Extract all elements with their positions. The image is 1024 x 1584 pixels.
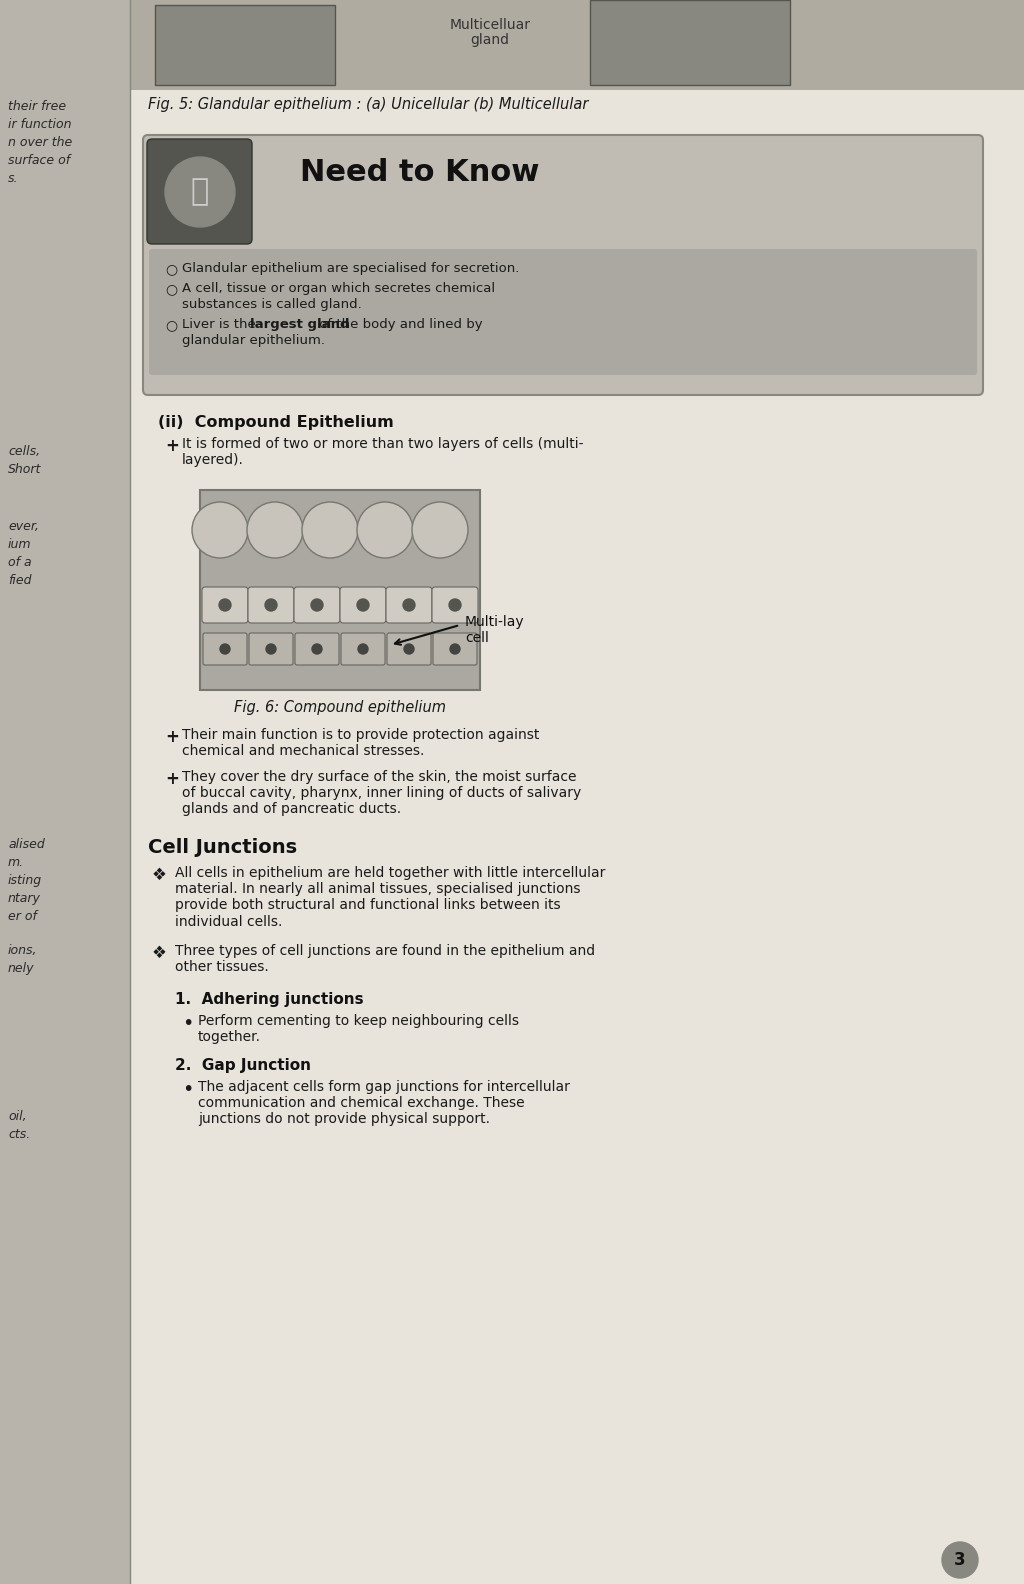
FancyBboxPatch shape: [386, 588, 432, 623]
Text: ntary: ntary: [8, 892, 41, 904]
Text: ever,: ever,: [8, 520, 39, 532]
Text: 3: 3: [954, 1551, 966, 1570]
FancyBboxPatch shape: [341, 634, 385, 665]
FancyBboxPatch shape: [130, 0, 1024, 1584]
Text: The adjacent cells form gap junctions for intercellular
communication and chemic: The adjacent cells form gap junctions fo…: [198, 1080, 570, 1126]
Text: ❖: ❖: [152, 866, 167, 884]
Text: Fig. 6: Compound epithelium: Fig. 6: Compound epithelium: [234, 700, 446, 714]
Text: (ii)  Compound Epithelium: (ii) Compound Epithelium: [158, 415, 394, 429]
Text: isting: isting: [8, 874, 42, 887]
Circle shape: [219, 599, 231, 611]
FancyBboxPatch shape: [203, 634, 247, 665]
Text: Multi-lay
cell: Multi-lay cell: [465, 615, 524, 645]
Text: Their main function is to provide protection against
chemical and mechanical str: Their main function is to provide protec…: [182, 729, 540, 759]
Text: n over the: n over the: [8, 136, 73, 149]
Text: Fig. 5: Glandular epithelium : (a) Unicellular (b) Multicellular: Fig. 5: Glandular epithelium : (a) Unice…: [148, 97, 589, 112]
Text: fied: fied: [8, 573, 32, 588]
Text: +: +: [165, 437, 179, 455]
Text: surface of: surface of: [8, 154, 70, 166]
Circle shape: [450, 645, 460, 654]
Circle shape: [165, 157, 234, 227]
Text: glandular epithelium.: glandular epithelium.: [182, 334, 325, 347]
Text: er of: er of: [8, 909, 37, 923]
FancyBboxPatch shape: [130, 0, 1024, 90]
Text: their free: their free: [8, 100, 67, 112]
Text: alised: alised: [8, 838, 45, 851]
FancyBboxPatch shape: [0, 0, 130, 1584]
Text: ir function: ir function: [8, 117, 72, 131]
Circle shape: [449, 599, 461, 611]
Circle shape: [266, 645, 276, 654]
FancyBboxPatch shape: [295, 634, 339, 665]
Text: All cells in epithelium are held together with little intercellular
material. In: All cells in epithelium are held togethe…: [175, 866, 605, 928]
FancyBboxPatch shape: [202, 588, 248, 623]
Text: Perform cementing to keep neighbouring cells
together.: Perform cementing to keep neighbouring c…: [198, 1014, 519, 1044]
FancyBboxPatch shape: [200, 489, 480, 691]
Circle shape: [357, 599, 369, 611]
Circle shape: [412, 502, 468, 558]
Text: +: +: [165, 729, 179, 746]
Text: Multicelluar: Multicelluar: [450, 17, 530, 32]
Text: They cover the dry surface of the skin, the moist surface
of buccal cavity, phar: They cover the dry surface of the skin, …: [182, 770, 582, 816]
Text: 🧠: 🧠: [190, 177, 209, 206]
FancyBboxPatch shape: [248, 588, 294, 623]
Text: of a: of a: [8, 556, 32, 569]
Text: 1.  Adhering junctions: 1. Adhering junctions: [175, 992, 364, 1007]
Circle shape: [220, 645, 230, 654]
FancyBboxPatch shape: [249, 634, 293, 665]
Text: +: +: [165, 770, 179, 787]
Circle shape: [358, 645, 368, 654]
Text: ○: ○: [165, 282, 177, 296]
Text: substances is called gland.: substances is called gland.: [182, 298, 361, 310]
FancyBboxPatch shape: [590, 0, 790, 86]
Text: gland: gland: [470, 33, 510, 48]
FancyBboxPatch shape: [433, 634, 477, 665]
Text: It is formed of two or more than two layers of cells (multi-
layered).: It is formed of two or more than two lay…: [182, 437, 584, 467]
Circle shape: [357, 502, 413, 558]
Text: ○: ○: [165, 318, 177, 333]
Text: ium: ium: [8, 539, 32, 551]
Text: ❖: ❖: [152, 944, 167, 961]
Circle shape: [265, 599, 278, 611]
Text: s.: s.: [8, 173, 18, 185]
Circle shape: [311, 599, 323, 611]
Text: of the body and lined by: of the body and lined by: [314, 318, 482, 331]
Text: cells,: cells,: [8, 445, 40, 458]
FancyBboxPatch shape: [340, 588, 386, 623]
Text: •: •: [182, 1014, 194, 1033]
Text: largest gland: largest gland: [250, 318, 349, 331]
FancyBboxPatch shape: [155, 5, 335, 86]
Text: Glandular epithelium are specialised for secretion.: Glandular epithelium are specialised for…: [182, 261, 519, 276]
Text: •: •: [182, 1080, 194, 1099]
Text: Short: Short: [8, 463, 41, 477]
Text: Three types of cell junctions are found in the epithelium and
other tissues.: Three types of cell junctions are found …: [175, 944, 595, 974]
Text: 2.  Gap Junction: 2. Gap Junction: [175, 1058, 311, 1072]
Text: cts.: cts.: [8, 1128, 31, 1140]
Circle shape: [247, 502, 303, 558]
Circle shape: [312, 645, 322, 654]
FancyBboxPatch shape: [432, 588, 478, 623]
Text: nely: nely: [8, 961, 35, 976]
Text: oil,: oil,: [8, 1110, 27, 1123]
FancyBboxPatch shape: [150, 249, 977, 375]
Text: Need to Know: Need to Know: [300, 158, 540, 187]
Text: ions,: ions,: [8, 944, 38, 957]
Text: ○: ○: [165, 261, 177, 276]
FancyBboxPatch shape: [387, 634, 431, 665]
Circle shape: [942, 1541, 978, 1578]
Text: Liver is the: Liver is the: [182, 318, 260, 331]
Text: Cell Junctions: Cell Junctions: [148, 838, 297, 857]
Circle shape: [403, 599, 415, 611]
Circle shape: [302, 502, 358, 558]
FancyBboxPatch shape: [143, 135, 983, 394]
Circle shape: [193, 502, 248, 558]
Text: m.: m.: [8, 855, 25, 870]
FancyBboxPatch shape: [294, 588, 340, 623]
FancyBboxPatch shape: [147, 139, 252, 244]
Text: A cell, tissue or organ which secretes chemical: A cell, tissue or organ which secretes c…: [182, 282, 496, 295]
Circle shape: [404, 645, 414, 654]
